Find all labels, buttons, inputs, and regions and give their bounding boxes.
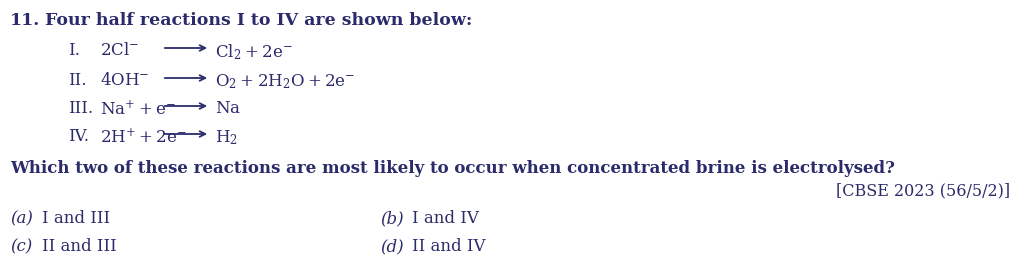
Text: I.: I. <box>68 42 80 59</box>
Text: $\mathdefault{Cl_2 + 2e^{-}}$: $\mathdefault{Cl_2 + 2e^{-}}$ <box>215 42 293 62</box>
Text: IV.: IV. <box>68 128 89 145</box>
Text: II.: II. <box>68 72 86 89</box>
Text: (c): (c) <box>10 238 32 255</box>
Text: Four half reactions I to IV are shown below:: Four half reactions I to IV are shown be… <box>45 12 472 29</box>
Text: $\mathdefault{O_2 + 2H_2O + 2e^{-}}$: $\mathdefault{O_2 + 2H_2O + 2e^{-}}$ <box>215 72 355 91</box>
Text: I and III: I and III <box>42 210 111 227</box>
Text: (d): (d) <box>380 238 403 255</box>
Text: $\mathdefault{Na}$: $\mathdefault{Na}$ <box>215 100 241 117</box>
Text: $\mathdefault{Na^{+} + e^{-}}$: $\mathdefault{Na^{+} + e^{-}}$ <box>100 100 176 119</box>
Text: II and III: II and III <box>42 238 117 255</box>
Text: III.: III. <box>68 100 93 117</box>
Text: (a): (a) <box>10 210 33 227</box>
Text: 11.: 11. <box>10 12 40 29</box>
Text: [CBSE 2023 (56/5/2)]: [CBSE 2023 (56/5/2)] <box>836 182 1010 199</box>
Text: $\mathdefault{H_2}$: $\mathdefault{H_2}$ <box>215 128 238 147</box>
Text: I and IV: I and IV <box>412 210 479 227</box>
Text: (b): (b) <box>380 210 403 227</box>
Text: $\mathdefault{2H^{+} + 2e^{-}}$: $\mathdefault{2H^{+} + 2e^{-}}$ <box>100 128 187 147</box>
Text: $\mathdefault{2Cl^{-}}$: $\mathdefault{2Cl^{-}}$ <box>100 42 139 59</box>
Text: $\mathdefault{4OH^{-}}$: $\mathdefault{4OH^{-}}$ <box>100 72 150 89</box>
Text: Which two of these reactions are most likely to occur when concentrated brine is: Which two of these reactions are most li… <box>10 160 895 177</box>
Text: II and IV: II and IV <box>412 238 485 255</box>
